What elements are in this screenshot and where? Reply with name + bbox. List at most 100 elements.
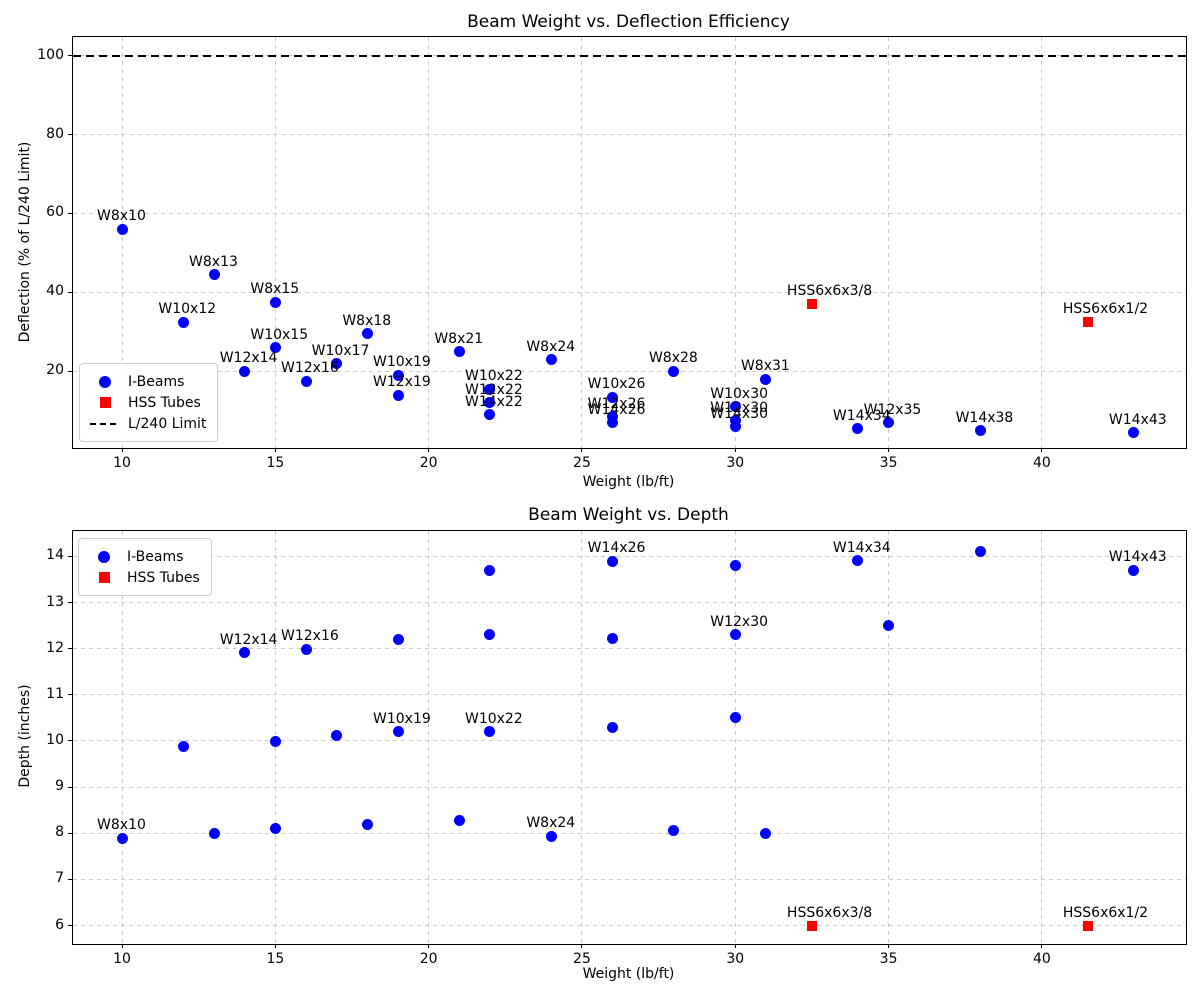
legend-item: L/240 Limit <box>88 413 206 434</box>
scatter-point-ibeam <box>331 358 343 369</box>
x-tick-mark <box>274 448 276 452</box>
y-tick-mark <box>68 212 72 214</box>
dashed-line-icon <box>90 422 120 425</box>
y-tick-mark <box>68 291 72 293</box>
scatter-point-ibeam <box>300 643 312 655</box>
scatter-point-ibeam <box>484 383 496 395</box>
point-label: W8x21 <box>434 330 484 347</box>
x-axis-label-depth: Weight (lb/ft) <box>582 966 675 982</box>
gridline-y <box>73 740 1186 742</box>
chart-title-deflection: Beam Weight vs. Deflection Efficiency <box>467 12 790 32</box>
x-tick-mark <box>428 944 430 948</box>
point-label: W10x15 <box>250 326 309 343</box>
x-tick-mark <box>1041 944 1043 948</box>
point-label: W10x22 <box>464 710 523 727</box>
scatter-point-ibeam <box>208 828 220 840</box>
legend-item-label: HSS Tubes <box>128 394 201 411</box>
point-label: W12x16 <box>281 628 339 645</box>
point-label: W8x15 <box>250 281 300 298</box>
x-tick-label: 20 <box>419 455 438 471</box>
y-tick-mark <box>68 740 72 742</box>
scatter-point-ibeam <box>453 346 465 358</box>
point-label: W14x22 <box>464 393 523 410</box>
x-tick-label: 40 <box>1032 951 1051 967</box>
scatter-point-ibeam <box>361 818 373 830</box>
scatter-point-hss <box>806 299 817 310</box>
scatter-point-ibeam <box>269 296 281 308</box>
gridline-y <box>73 134 1186 136</box>
point-label: W10x22 <box>464 368 523 385</box>
point-label: HSS6x6x3/8 <box>786 904 873 921</box>
point-label: W14x26 <box>587 401 646 418</box>
legend-item-label: I-Beams <box>127 548 184 565</box>
gridline-y <box>73 555 1186 557</box>
y-tick-label: 40 <box>46 283 64 300</box>
point-label: W10x19 <box>373 354 431 371</box>
x-tick-label: 35 <box>879 455 898 471</box>
scatter-point-ibeam <box>607 391 619 403</box>
y-tick-mark <box>68 602 72 604</box>
legend-item: HSS Tubes <box>88 392 206 413</box>
scatter-point-ibeam <box>392 726 404 738</box>
gridline-x <box>121 37 123 448</box>
x-tick-label: 10 <box>113 951 131 967</box>
gridline-y <box>73 291 1186 293</box>
legend-item: I-Beams <box>87 546 200 567</box>
point-label: W12x14 <box>219 350 278 367</box>
x-tick-mark <box>888 448 890 452</box>
scatter-point-ibeam <box>1128 427 1140 439</box>
gridline-x <box>428 37 430 448</box>
x-tick-label: 10 <box>113 455 131 471</box>
scatter-point-ibeam <box>729 560 741 572</box>
ibeam-marker-icon <box>99 375 111 388</box>
scatter-point-ibeam <box>1128 564 1140 576</box>
gridline-x <box>1041 531 1043 944</box>
gridline-x <box>888 37 890 448</box>
scatter-point-ibeam <box>607 411 619 423</box>
scatter-point-ibeam <box>607 633 619 645</box>
point-label: HSS6x6x1/2 <box>1062 301 1149 318</box>
y-tick-label: 100 <box>37 46 64 63</box>
point-label: W14x34 <box>832 407 891 424</box>
scatter-point-ibeam <box>300 375 312 387</box>
point-label: W10x26 <box>587 376 646 393</box>
scatter-point-ibeam <box>484 629 496 641</box>
scatter-point-ibeam <box>392 633 404 645</box>
y-tick-mark <box>68 55 72 57</box>
y-tick-label: 60 <box>46 204 64 221</box>
gridline-y <box>73 786 1186 788</box>
scatter-point-ibeam <box>239 647 251 659</box>
gridline-y <box>73 925 1186 927</box>
point-label: W14x38 <box>955 409 1014 426</box>
scatter-point-ibeam <box>177 741 189 753</box>
point-label: HSS6x6x3/8 <box>786 283 873 300</box>
gridline-y <box>73 694 1186 696</box>
point-label: W8x24 <box>526 338 576 355</box>
gridline-y <box>73 832 1186 834</box>
point-label: W10x30 <box>710 385 769 402</box>
legend-item-label: L/240 Limit <box>128 415 207 432</box>
scatter-point-ibeam <box>545 354 557 366</box>
chart-title-depth: Beam Weight vs. Depth <box>528 505 729 525</box>
point-label: W8x28 <box>648 350 698 367</box>
point-label: W10x12 <box>158 301 217 318</box>
point-label: W8x10 <box>97 208 146 225</box>
scatter-point-ibeam <box>852 555 864 567</box>
scatter-point-ibeam <box>975 425 987 437</box>
gridline-x <box>734 37 736 448</box>
gridline-x <box>121 531 123 944</box>
x-tick-mark <box>121 944 123 948</box>
point-label: W8x10 <box>97 817 146 834</box>
point-label: W8x13 <box>189 253 238 270</box>
hss-marker-icon <box>99 397 111 408</box>
point-label: HSS6x6x1/2 <box>1062 904 1149 921</box>
legend-handle <box>88 375 122 388</box>
scatter-point-ibeam <box>269 822 281 834</box>
scatter-point-ibeam <box>484 409 496 421</box>
ibeam-marker-icon <box>98 550 110 563</box>
scatter-point-hss <box>1082 317 1093 328</box>
x-tick-label: 20 <box>419 951 438 967</box>
x-tick-label: 30 <box>726 951 745 967</box>
scatter-point-ibeam <box>269 735 281 747</box>
scatter-point-ibeam <box>453 814 465 826</box>
